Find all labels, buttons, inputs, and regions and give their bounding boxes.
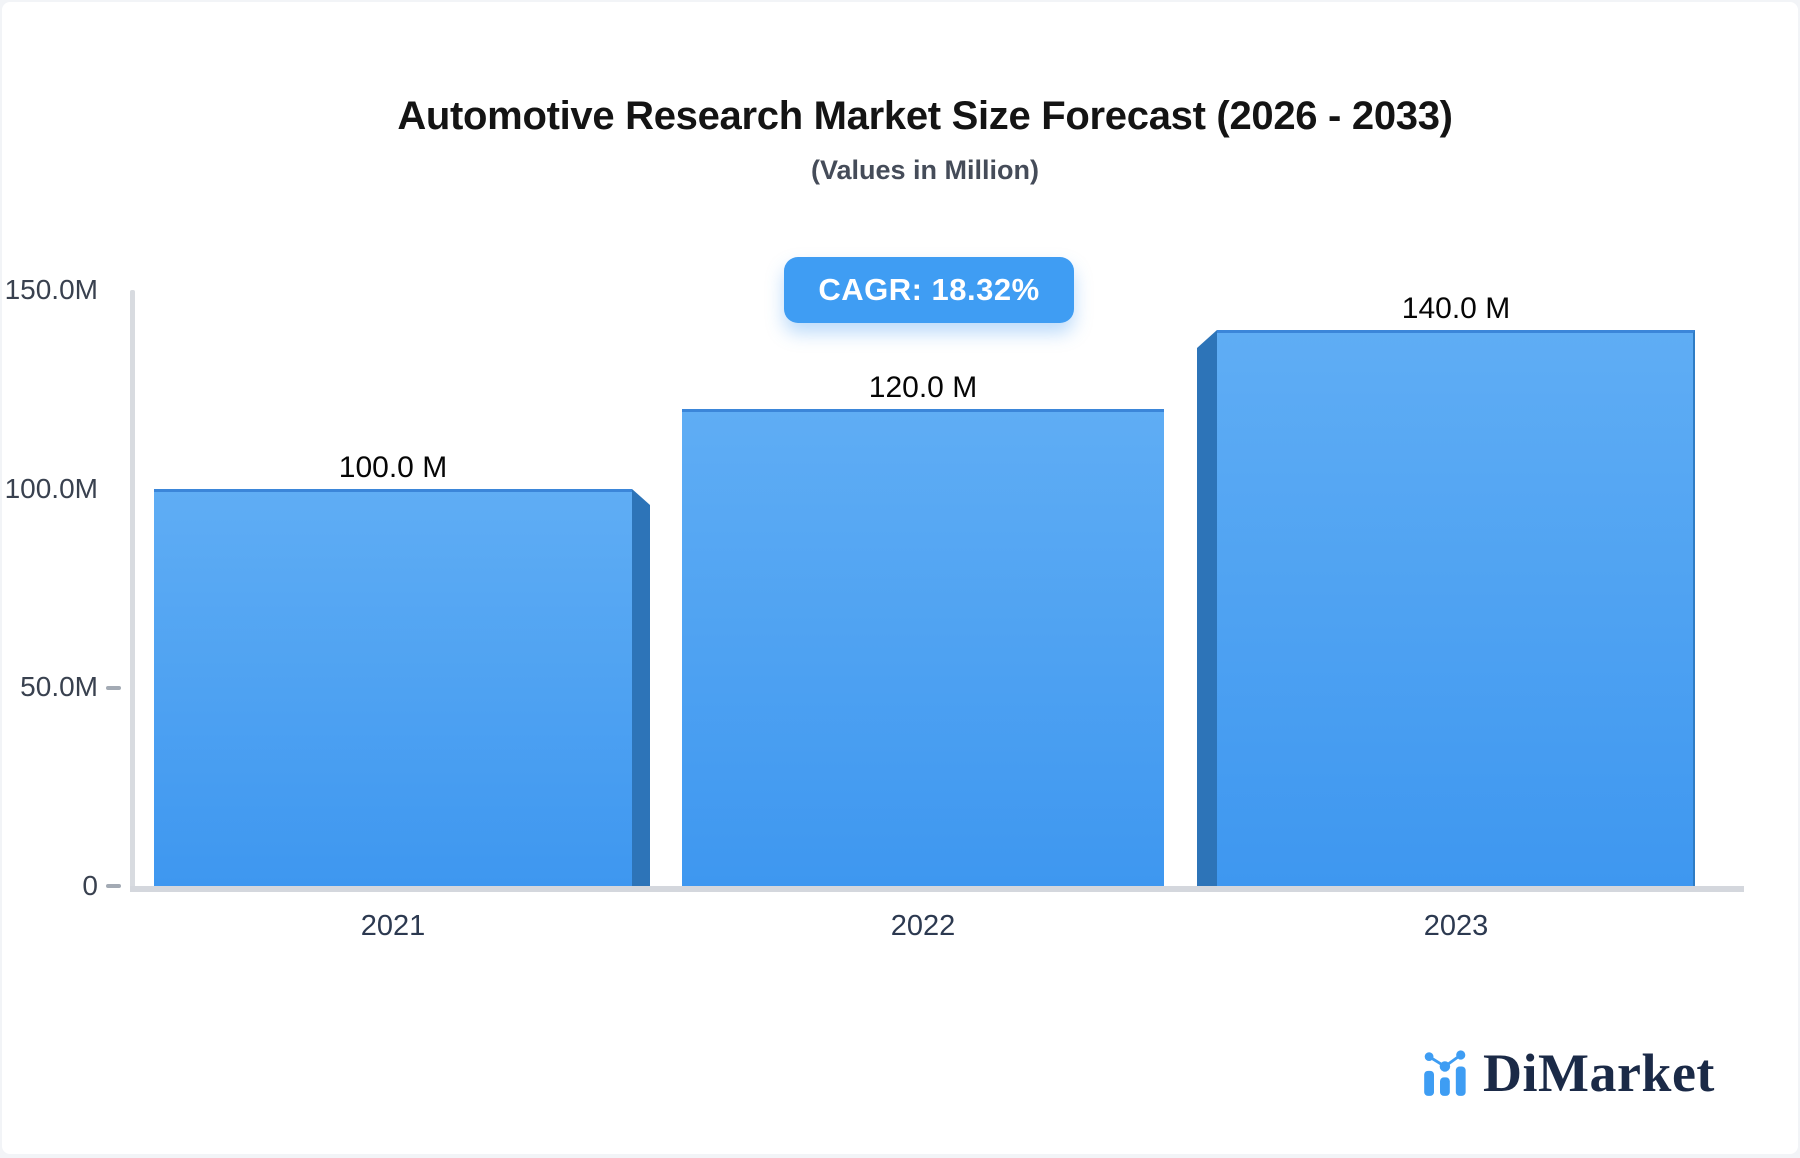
cagr-badge: CAGR: 18.32% [784, 257, 1074, 323]
y-axis-tick-mark [106, 686, 121, 690]
bar-chart-trend-icon [1424, 1050, 1466, 1096]
y-axis-tick-label: 150.0M [4, 274, 98, 305]
x-axis-label-2022: 2022 [890, 910, 956, 942]
bar-2021-value-label: 100.0 M [338, 451, 448, 484]
x-axis-line [130, 886, 1744, 892]
chart-title: Automotive Research Market Size Forecast… [397, 94, 1453, 138]
bar-2022-face [682, 409, 1164, 886]
chart-header: Automotive Research Market Size Forecast… [27, 94, 1800, 186]
y-axis-line [130, 290, 135, 892]
bar-2021-3d-side [632, 489, 650, 886]
dimarket-logo-text: DiMarket [1483, 1043, 1715, 1103]
bar-2022-value-label: 120.0 M [868, 371, 978, 404]
bar-2023-3d-side [1197, 330, 1217, 886]
bar-2023-value-label: 140.0 M [1401, 292, 1511, 325]
y-axis-tick-label: 100.0M [4, 473, 98, 504]
chart-subtitle: (Values in Million) [810, 155, 1040, 185]
x-axis-label-2023: 2023 [1423, 910, 1489, 942]
y-axis-tick-label: 50.0M [20, 671, 98, 702]
dimarket-logo: DiMarket [1422, 1042, 1715, 1104]
y-axis-tick-mark [106, 884, 121, 888]
y-axis-tick-label: 0 [82, 870, 98, 901]
bar-2021-face [154, 489, 632, 886]
x-axis-label-2021: 2021 [360, 910, 426, 942]
bar-2023-face [1217, 330, 1695, 886]
